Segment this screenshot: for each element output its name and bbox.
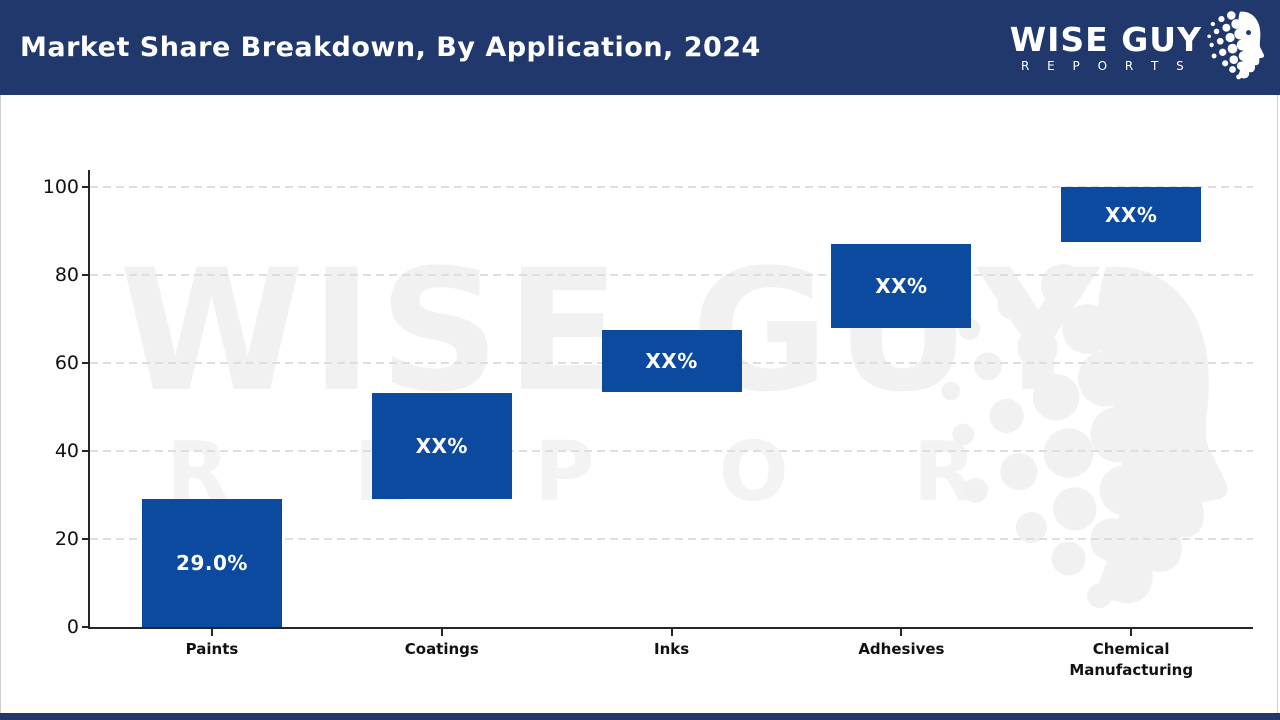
x-tick-label: Paints — [185, 640, 239, 658]
x-tick-mark — [440, 629, 443, 636]
bar-value-label: XX% — [875, 273, 928, 298]
bar-value-label: XX% — [1104, 202, 1158, 227]
y-tick-label: 60 — [54, 352, 79, 374]
y-tick-label: 0 — [66, 616, 79, 638]
bar-paints: 29.0% — [142, 499, 282, 627]
x-axis-line — [88, 627, 1253, 629]
y-tick-mark — [82, 186, 89, 188]
chart-title: Market Share Breakdown, By Application, … — [20, 32, 761, 63]
y-tick-label: 40 — [54, 440, 79, 462]
y-tick-mark — [82, 538, 89, 540]
x-tick-mark — [900, 629, 903, 636]
y-tick-mark — [82, 626, 89, 628]
dotted-head-profile-icon — [1207, 11, 1265, 80]
bar-value-label: 29.0% — [176, 551, 248, 576]
y-tick-mark — [82, 362, 89, 364]
x-tick-label: Chemical Manufacturing — [1069, 640, 1194, 679]
y-axis-line — [88, 170, 90, 629]
bar-value-label: XX% — [645, 349, 698, 374]
x-tick-mark — [211, 629, 213, 636]
bar-inks: XX% — [601, 330, 742, 393]
y-tick-mark — [82, 274, 89, 276]
x-tick-label: Inks — [654, 640, 690, 658]
gridline-20 — [90, 538, 1253, 540]
x-tick-mark — [1130, 629, 1133, 636]
bar-value-label: XX% — [415, 433, 468, 458]
bar-coatings: XX% — [371, 392, 512, 499]
watermark-brand-subname: R E P O R T S — [166, 425, 1280, 520]
chart-area: WISE GUY R E P O R T S 0 20 40 60 80 100 29.0%… — [0, 95, 1280, 713]
x-tick-mark — [670, 629, 673, 636]
y-tick-label: 80 — [54, 264, 79, 286]
brand-logo-text: WISE GUY R E P O R T S — [1009, 19, 1202, 74]
brand-logo: WISE GUY R E P O R T S — [1010, 8, 1266, 88]
gridline-100 — [90, 186, 1253, 188]
gridline-40 — [90, 450, 1253, 452]
footer-band — [0, 713, 1280, 720]
header-band: Market Share Breakdown, By Application, … — [0, 0, 1280, 95]
y-tick-label: 100 — [42, 176, 79, 198]
y-tick-label: 20 — [54, 528, 79, 550]
bar-adhesives: XX% — [831, 244, 972, 328]
gridline-80 — [90, 274, 1253, 276]
x-tick-label: Coatings — [404, 640, 479, 658]
brand-subname: R E P O R T S — [1020, 59, 1191, 74]
bar-chemical-manufacturing: XX% — [1061, 187, 1202, 242]
brand-name: WISE GUY — [1009, 19, 1202, 59]
x-tick-label: Adhesives — [858, 640, 945, 658]
y-tick-mark — [82, 450, 89, 452]
